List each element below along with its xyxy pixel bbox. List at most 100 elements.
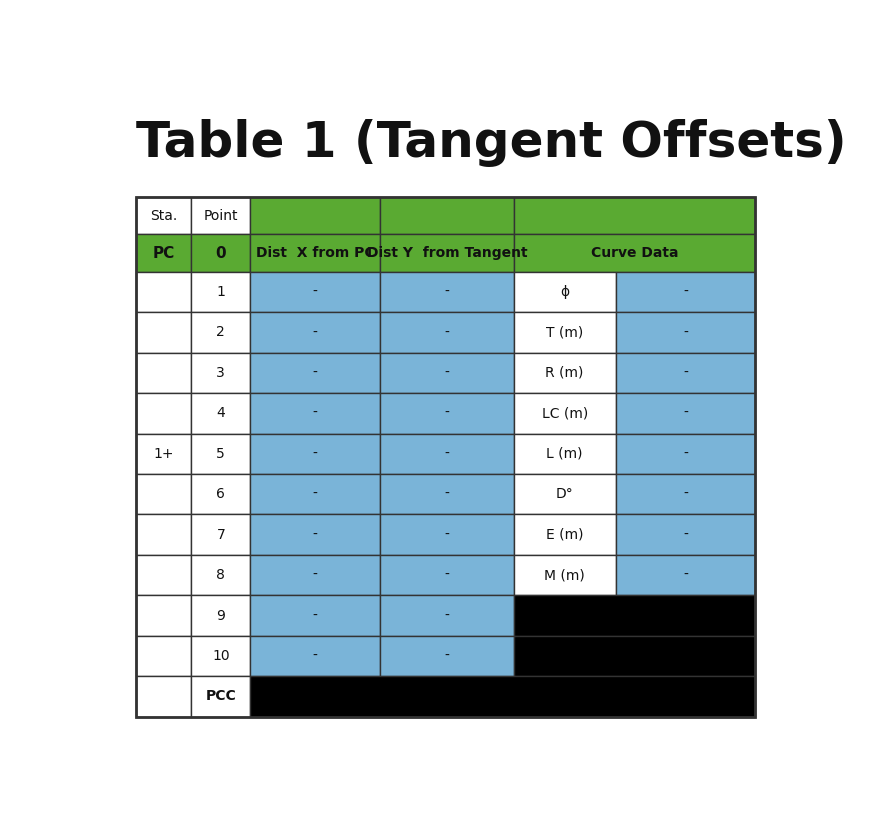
Bar — [136, 312, 191, 353]
Bar — [381, 635, 514, 677]
Text: -: - — [444, 487, 449, 501]
Bar — [514, 635, 755, 677]
Bar — [381, 555, 514, 595]
Bar — [250, 353, 381, 393]
Text: -: - — [313, 528, 318, 542]
Bar — [616, 393, 755, 434]
Text: 1: 1 — [216, 285, 225, 299]
Bar — [191, 474, 250, 514]
Bar — [616, 555, 755, 595]
Bar — [136, 474, 191, 514]
Text: -: - — [683, 325, 688, 339]
Text: LC (m): LC (m) — [541, 407, 587, 421]
Bar — [250, 197, 381, 235]
Bar — [514, 272, 616, 312]
Bar — [514, 197, 755, 235]
Bar — [250, 393, 381, 434]
Text: -: - — [313, 366, 318, 380]
Text: ϕ: ϕ — [561, 285, 569, 299]
Bar — [250, 474, 381, 514]
Bar — [250, 555, 381, 595]
Text: -: - — [313, 608, 318, 622]
Bar — [136, 434, 191, 474]
Bar — [381, 474, 514, 514]
Bar — [250, 272, 381, 312]
Bar — [514, 514, 616, 555]
Text: Curve Data: Curve Data — [591, 246, 678, 260]
Text: 0: 0 — [216, 245, 226, 261]
Bar — [191, 197, 250, 235]
Bar — [514, 474, 616, 514]
Text: -: - — [444, 528, 449, 542]
Text: -: - — [444, 447, 449, 461]
Bar — [381, 353, 514, 393]
Text: 5: 5 — [216, 447, 225, 461]
Bar — [381, 197, 514, 235]
Text: -: - — [444, 366, 449, 380]
Bar — [191, 635, 250, 677]
Text: -: - — [313, 568, 318, 582]
Text: E (m): E (m) — [546, 528, 583, 542]
Text: -: - — [444, 568, 449, 582]
Text: 7: 7 — [216, 528, 225, 542]
Text: D°: D° — [556, 487, 574, 501]
Bar — [136, 272, 191, 312]
Text: R (m): R (m) — [546, 366, 584, 380]
Bar — [136, 393, 191, 434]
Text: -: - — [313, 649, 318, 663]
Bar — [191, 312, 250, 353]
Bar — [514, 353, 616, 393]
Text: -: - — [683, 285, 688, 299]
Text: M (m): M (m) — [544, 568, 585, 582]
Text: -: - — [683, 366, 688, 380]
Text: PC: PC — [152, 245, 175, 261]
Text: 1+: 1+ — [153, 447, 174, 461]
Text: -: - — [444, 285, 449, 299]
Text: -: - — [683, 528, 688, 542]
Bar — [250, 677, 755, 717]
Bar — [191, 555, 250, 595]
Bar — [136, 197, 191, 235]
Bar — [616, 353, 755, 393]
Text: Point: Point — [203, 209, 238, 223]
Text: -: - — [444, 649, 449, 663]
Text: -: - — [313, 407, 318, 421]
Text: Dist Y  from Tangent: Dist Y from Tangent — [367, 246, 527, 260]
Text: -: - — [683, 568, 688, 582]
Bar — [136, 235, 191, 272]
Text: 3: 3 — [216, 366, 225, 380]
Bar — [136, 595, 191, 635]
Bar — [616, 514, 755, 555]
Text: -: - — [444, 325, 449, 339]
Bar — [250, 635, 381, 677]
Bar — [514, 595, 755, 635]
Text: Table 1 (Tangent Offsets): Table 1 (Tangent Offsets) — [136, 119, 846, 167]
Bar — [191, 393, 250, 434]
Bar — [250, 595, 381, 635]
Text: -: - — [313, 285, 318, 299]
Bar — [191, 434, 250, 474]
Bar — [136, 635, 191, 677]
Text: 10: 10 — [212, 649, 229, 663]
Bar — [250, 434, 381, 474]
Bar — [616, 312, 755, 353]
Bar — [250, 312, 381, 353]
Text: 2: 2 — [216, 325, 225, 339]
Bar — [381, 434, 514, 474]
Text: 8: 8 — [216, 568, 225, 582]
Text: 4: 4 — [216, 407, 225, 421]
Bar — [514, 312, 616, 353]
Bar — [381, 272, 514, 312]
Bar — [514, 434, 616, 474]
Text: PCC: PCC — [205, 690, 236, 704]
Text: -: - — [313, 447, 318, 461]
Text: T (m): T (m) — [546, 325, 583, 339]
Text: Sta.: Sta. — [149, 209, 177, 223]
Bar — [514, 393, 616, 434]
Bar — [136, 353, 191, 393]
Bar — [381, 393, 514, 434]
Bar — [514, 555, 616, 595]
Bar — [616, 272, 755, 312]
Bar — [191, 677, 250, 717]
Bar — [250, 235, 381, 272]
